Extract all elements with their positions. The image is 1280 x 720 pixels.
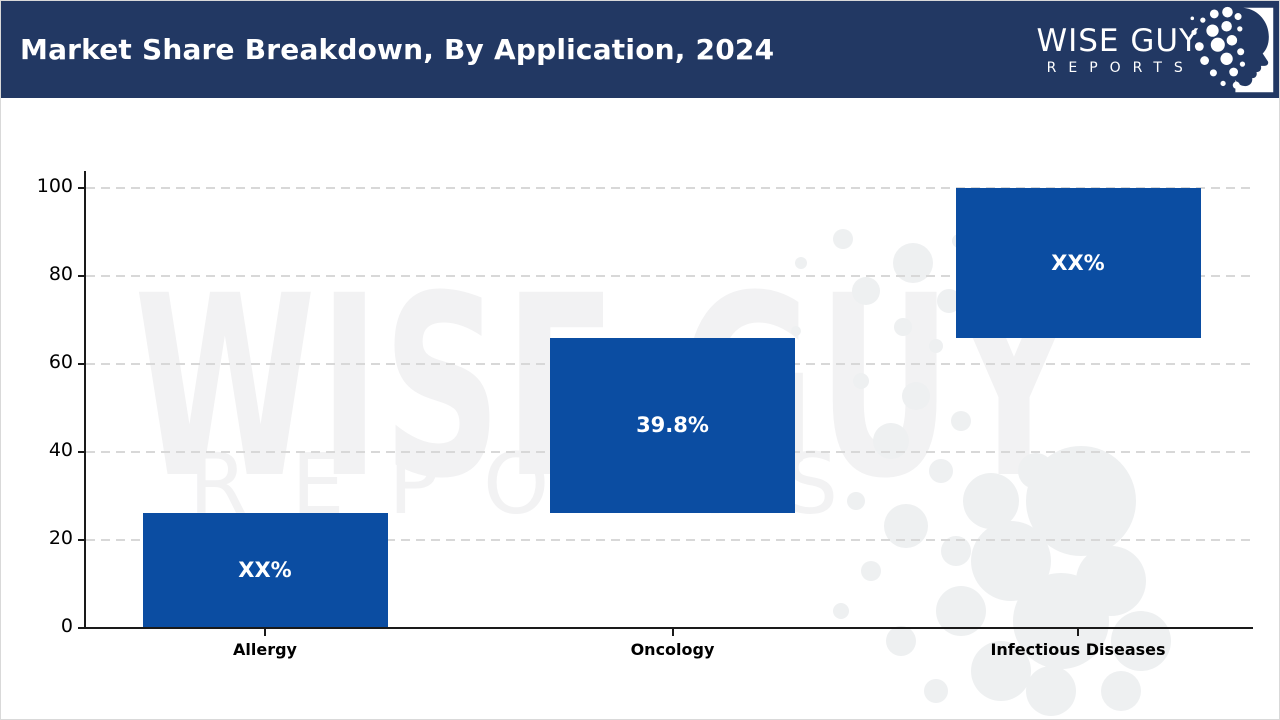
x-tick-mark: [671, 628, 674, 636]
y-tick-label: 80: [48, 263, 73, 285]
y-tick-label: 20: [48, 527, 73, 549]
logo-wordmark: WISE GUY: [1036, 23, 1199, 59]
y-tick-mark: [78, 627, 85, 629]
x-category-label: Oncology: [630, 640, 715, 659]
bar-allergy: XX%: [142, 512, 388, 628]
x-category-label: Allergy: [233, 640, 297, 659]
logo-subtitle: REPORTS: [1046, 60, 1195, 76]
header: Market Share Breakdown, By Application, …: [1, 1, 1279, 98]
y-tick-mark: [78, 187, 85, 189]
x-tick-mark: [1077, 628, 1079, 636]
y-tick-label: 40: [48, 439, 73, 461]
x-axis-line: [84, 627, 1253, 629]
chart-title: Market Share Breakdown, By Application, …: [20, 33, 775, 66]
y-tick-label: 60: [48, 351, 73, 373]
bar-oncology: 39.8%: [550, 337, 795, 513]
wiseguy-logo: WISE GUY REPORTS: [1036, 5, 1279, 95]
gridline-80: [86, 275, 1253, 277]
y-tick-label: 0: [60, 615, 73, 637]
bar-value-label: XX%: [1051, 250, 1105, 275]
gridline-100: [86, 187, 1253, 189]
y-tick-mark: [78, 275, 85, 277]
bar-value-label: XX%: [238, 558, 292, 583]
wiseguy-head-icon: [1190, 6, 1274, 93]
y-axis-line: [84, 171, 86, 629]
bar-infectious-diseases: XX%: [955, 188, 1201, 338]
y-tick-mark: [78, 363, 85, 365]
bar-value-label: 39.8%: [636, 413, 709, 438]
gridline-20: [86, 539, 1253, 541]
logo-text: WISE GUY REPORTS: [1036, 24, 1199, 76]
watermark-head-dots-icon: [791, 229, 1171, 716]
y-tick-label: 100: [36, 175, 73, 197]
x-tick-mark: [264, 628, 266, 636]
x-category-label: Infectious Diseases: [990, 640, 1166, 659]
y-tick-mark: [78, 451, 85, 453]
y-tick-mark: [78, 539, 85, 541]
